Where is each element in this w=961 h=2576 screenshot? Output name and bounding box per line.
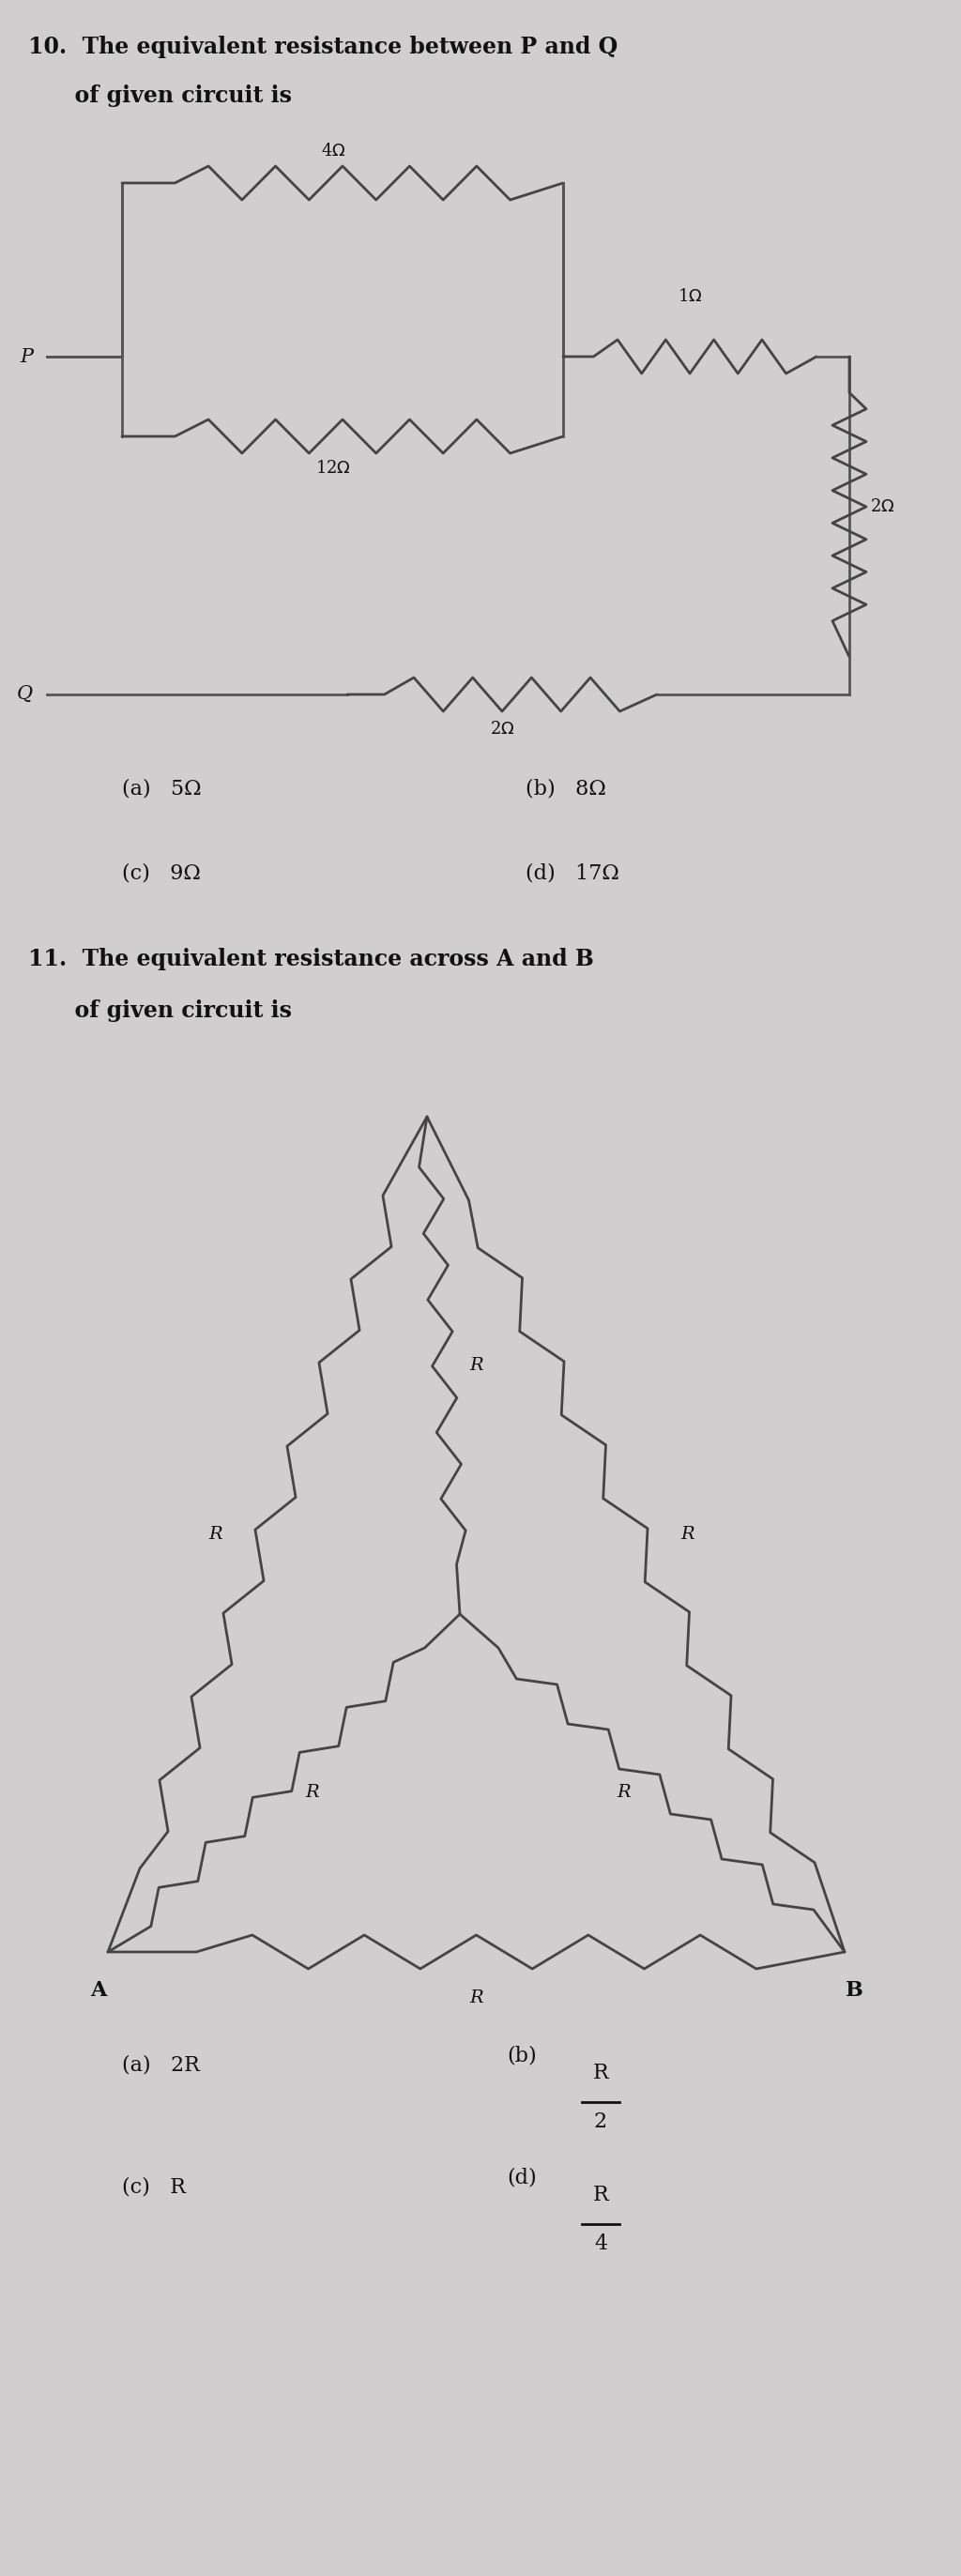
Text: (b)   8Ω: (b) 8Ω xyxy=(526,778,606,799)
Text: 4: 4 xyxy=(594,2233,607,2254)
Text: 11.  The equivalent resistance across A and B: 11. The equivalent resistance across A a… xyxy=(28,948,594,971)
Text: (d): (d) xyxy=(506,2169,536,2190)
Text: R: R xyxy=(469,1989,483,2007)
Text: of given circuit is: of given circuit is xyxy=(28,999,292,1023)
Text: P: P xyxy=(20,348,33,366)
Text: (a)   5Ω: (a) 5Ω xyxy=(122,778,202,799)
Text: (c)   R: (c) R xyxy=(122,2177,185,2197)
Text: R: R xyxy=(617,1785,631,1801)
Text: 1$\Omega$: 1$\Omega$ xyxy=(678,289,702,304)
Text: Q: Q xyxy=(16,685,33,703)
Text: R: R xyxy=(209,1525,223,1543)
Text: (d)   17Ω: (d) 17Ω xyxy=(526,863,619,884)
Text: 2: 2 xyxy=(594,2112,607,2133)
Text: R: R xyxy=(680,1525,694,1543)
Text: 12$\Omega$: 12$\Omega$ xyxy=(315,461,351,477)
Text: (b): (b) xyxy=(506,2045,536,2066)
Text: R: R xyxy=(593,2184,608,2205)
Text: 2$\Omega$: 2$\Omega$ xyxy=(870,497,895,515)
Text: 4$\Omega$: 4$\Omega$ xyxy=(321,142,346,160)
Text: 2$\Omega$: 2$\Omega$ xyxy=(490,721,514,737)
Text: R: R xyxy=(593,2063,608,2084)
Text: (a)   2R: (a) 2R xyxy=(122,2056,200,2076)
Text: B: B xyxy=(845,1981,863,2002)
Text: (c)   9Ω: (c) 9Ω xyxy=(122,863,201,884)
Text: 10.  The equivalent resistance between P and Q: 10. The equivalent resistance between P … xyxy=(28,36,618,59)
Text: R: R xyxy=(469,1358,483,1373)
Text: of given circuit is: of given circuit is xyxy=(28,85,292,108)
Text: R: R xyxy=(306,1785,319,1801)
Text: A: A xyxy=(90,1981,107,2002)
